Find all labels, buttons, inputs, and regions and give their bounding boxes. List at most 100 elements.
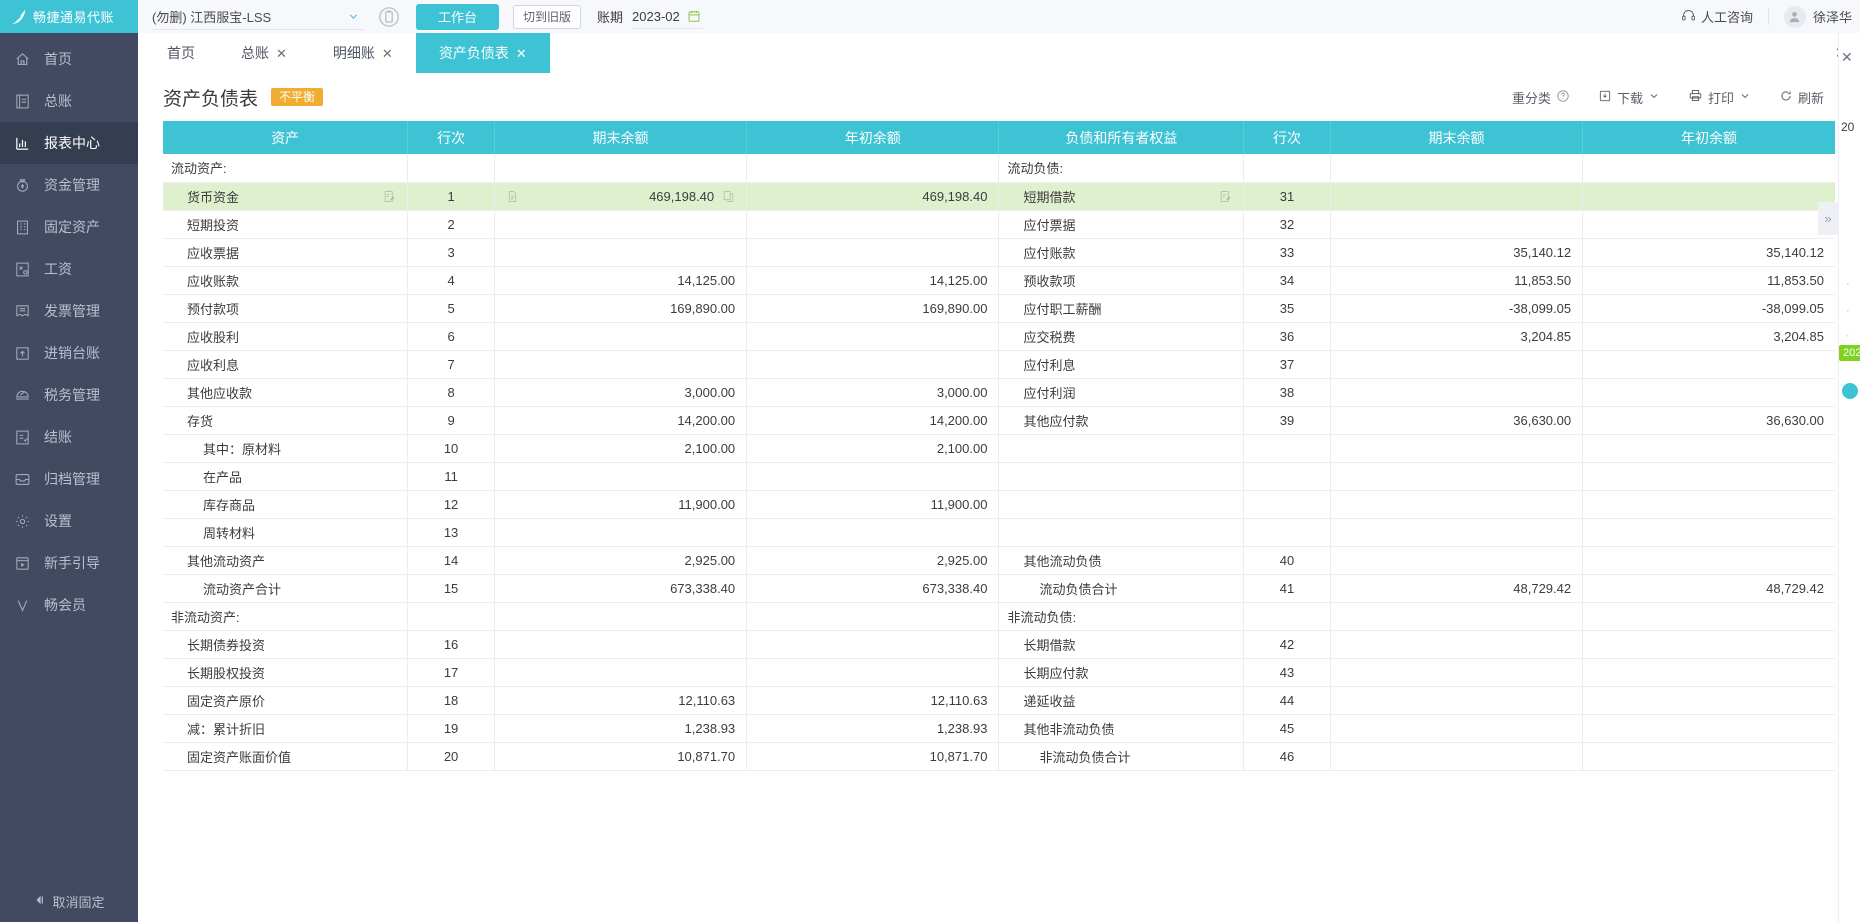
col-end-balance-right[interactable]: 期末余额 xyxy=(1330,121,1584,154)
liability-end-balance[interactable] xyxy=(1330,490,1584,519)
asset-end-balance[interactable] xyxy=(494,658,748,687)
liability-begin-balance[interactable]: 36,630.00 xyxy=(1582,406,1835,435)
table-row[interactable]: 应收利息 7 应付利息 37 xyxy=(163,350,1835,379)
asset-end-balance[interactable] xyxy=(494,322,748,351)
asset-begin-balance[interactable]: 11,900.00 xyxy=(746,490,1000,519)
liability-begin-balance[interactable] xyxy=(1582,350,1835,379)
asset-end-balance[interactable]: 2,925.00 xyxy=(494,546,748,575)
liability-begin-balance[interactable] xyxy=(1582,182,1835,211)
sidebar-item-report-center[interactable]: 报表中心 xyxy=(0,122,138,164)
tab-close-icon[interactable]: ✕ xyxy=(381,45,393,61)
asset-end-balance[interactable]: 11,900.00 xyxy=(494,490,748,519)
help-circle-icon[interactable] xyxy=(1556,89,1570,106)
liability-label-cell[interactable]: 应付票据 xyxy=(998,210,1245,239)
expand-side-panel-button[interactable]: » xyxy=(1818,202,1838,235)
asset-label-cell[interactable]: 其他流动资产 xyxy=(163,546,409,575)
formula-edit-icon[interactable] xyxy=(383,190,396,203)
table-row[interactable]: 存货 9 14,200.00 14,200.00 其他应付款 39 36,630.00 36,… xyxy=(163,406,1835,435)
col-liabilities[interactable]: 负债和所有者权益 xyxy=(998,121,1245,154)
liability-end-balance[interactable] xyxy=(1330,546,1584,575)
liability-end-balance[interactable] xyxy=(1330,742,1584,771)
asset-end-balance[interactable]: 673,338.40 xyxy=(494,574,748,603)
liability-label-cell[interactable]: 流动负债: xyxy=(998,154,1245,183)
liability-label-cell[interactable] xyxy=(998,462,1245,491)
liability-end-balance[interactable] xyxy=(1330,462,1584,491)
asset-label-cell[interactable]: 固定资产账面价值 xyxy=(163,742,409,771)
sidebar-collapse-toggle[interactable]: 取消固定 xyxy=(0,880,138,922)
sidebar-item-general-ledger[interactable]: 总账 xyxy=(0,80,138,122)
liability-begin-balance[interactable] xyxy=(1582,602,1835,631)
liability-begin-balance[interactable] xyxy=(1582,518,1835,547)
liability-begin-balance[interactable]: 35,140.12 xyxy=(1582,238,1835,267)
sidebar-item-home[interactable]: 首页 xyxy=(0,38,138,80)
asset-end-balance[interactable] xyxy=(494,238,748,267)
asset-label-cell[interactable]: 周转材料 xyxy=(163,518,409,547)
table-row[interactable]: 货币资金 1 469,198.40 469,198.40 短期借款 31 xyxy=(163,182,1835,211)
liability-end-balance[interactable] xyxy=(1330,602,1584,631)
liability-label-cell[interactable]: 其他非流动负债 xyxy=(998,714,1245,743)
liability-label-cell[interactable] xyxy=(998,490,1245,519)
asset-end-balance[interactable] xyxy=(494,630,748,659)
formula-edit-icon[interactable] xyxy=(1219,190,1232,203)
liability-end-balance[interactable] xyxy=(1330,154,1584,183)
table-row[interactable]: 短期投资 2 应付票据 32 xyxy=(163,210,1835,239)
sidebar-item-invoice-management[interactable]: 发票管理 xyxy=(0,290,138,332)
company-selector[interactable]: (勿删) 江西服宝-LSS xyxy=(152,4,364,30)
liability-end-balance[interactable]: 36,630.00 xyxy=(1330,406,1584,435)
asset-label-cell[interactable]: 流动资产合计 xyxy=(163,574,409,603)
tab-general-ledger[interactable]: 总账 ✕ xyxy=(218,33,310,73)
asset-end-balance[interactable] xyxy=(494,462,748,491)
asset-label-cell[interactable]: 应收账款 xyxy=(163,266,409,295)
liability-end-balance[interactable] xyxy=(1330,210,1584,239)
liability-begin-balance[interactable] xyxy=(1582,630,1835,659)
sidebar-item-stock-ledger[interactable]: 进销台账 xyxy=(0,332,138,374)
asset-end-balance[interactable] xyxy=(494,518,748,547)
sidebar-item-fixed-assets[interactable]: 固定资产 xyxy=(0,206,138,248)
asset-end-balance[interactable]: 469,198.40 xyxy=(494,182,748,211)
liability-begin-balance[interactable]: 48,729.42 xyxy=(1582,574,1835,603)
liability-label-cell[interactable]: 非流动负债合计 xyxy=(998,742,1245,771)
table-row[interactable]: 其他流动资产 14 2,925.00 2,925.00 其他流动负债 40 xyxy=(163,546,1835,575)
liability-label-cell[interactable]: 短期借款 xyxy=(998,182,1245,211)
liability-end-balance[interactable] xyxy=(1330,518,1584,547)
col-begin-balance-left[interactable]: 年初余额 xyxy=(746,121,1000,154)
asset-begin-balance[interactable] xyxy=(746,518,1000,547)
liability-begin-balance[interactable]: 3,204.85 xyxy=(1582,322,1835,351)
tab-balance-sheet[interactable]: 资产负债表 ✕ xyxy=(415,33,550,73)
sidebar-item-payroll[interactable]: 工资 xyxy=(0,248,138,290)
sidebar-item-vip-member[interactable]: 畅会员 xyxy=(0,584,138,626)
asset-begin-balance[interactable]: 3,000.00 xyxy=(746,378,1000,407)
asset-begin-balance[interactable] xyxy=(746,210,1000,239)
table-row[interactable]: 固定资产账面价值 20 10,871.70 10,871.70 非流动负债合计 46 xyxy=(163,742,1835,771)
print-button[interactable]: 打印 xyxy=(1674,88,1765,107)
table-row[interactable]: 固定资产原价 18 12,110.63 12,110.63 递延收益 44 xyxy=(163,686,1835,715)
asset-label-cell[interactable]: 应收利息 xyxy=(163,350,409,379)
asset-label-cell[interactable]: 货币资金 xyxy=(163,182,409,211)
table-row[interactable]: 应收票据 3 应付账款 33 35,140.12 35,140.12 xyxy=(163,238,1835,267)
asset-end-balance[interactable]: 14,125.00 xyxy=(494,266,748,295)
col-assets[interactable]: 资产 xyxy=(163,121,409,154)
table-row[interactable]: 减：累计折旧 19 1,238.93 1,238.93 其他非流动负债 45 xyxy=(163,714,1835,743)
col-begin-balance-right[interactable]: 年初余额 xyxy=(1582,121,1835,154)
liability-end-balance[interactable]: -38,099.05 xyxy=(1330,294,1584,323)
liability-begin-balance[interactable] xyxy=(1582,378,1835,407)
asset-label-cell[interactable]: 其中：原材料 xyxy=(163,434,409,463)
table-row[interactable]: 非流动资产: 非流动负债: xyxy=(163,602,1835,631)
liability-end-balance[interactable]: 35,140.12 xyxy=(1330,238,1584,267)
asset-begin-balance[interactable] xyxy=(746,322,1000,351)
table-row[interactable]: 在产品 11 xyxy=(163,462,1835,491)
sidebar-item-close-period[interactable]: 结账 xyxy=(0,416,138,458)
liability-begin-balance[interactable] xyxy=(1582,462,1835,491)
liability-end-balance[interactable] xyxy=(1330,658,1584,687)
liability-end-balance[interactable] xyxy=(1330,378,1584,407)
support-button[interactable]: 人工咨询 xyxy=(1681,7,1753,26)
liability-begin-balance[interactable] xyxy=(1582,490,1835,519)
asset-label-cell[interactable]: 非流动资产: xyxy=(163,602,409,631)
asset-end-balance[interactable]: 3,000.00 xyxy=(494,378,748,407)
asset-begin-balance[interactable]: 14,125.00 xyxy=(746,266,1000,295)
asset-begin-balance[interactable] xyxy=(746,154,1000,183)
asset-begin-balance[interactable]: 14,200.00 xyxy=(746,406,1000,435)
liability-label-cell[interactable]: 其他流动负债 xyxy=(998,546,1245,575)
asset-end-balance[interactable]: 12,110.63 xyxy=(494,686,748,715)
liability-begin-balance[interactable] xyxy=(1582,210,1835,239)
